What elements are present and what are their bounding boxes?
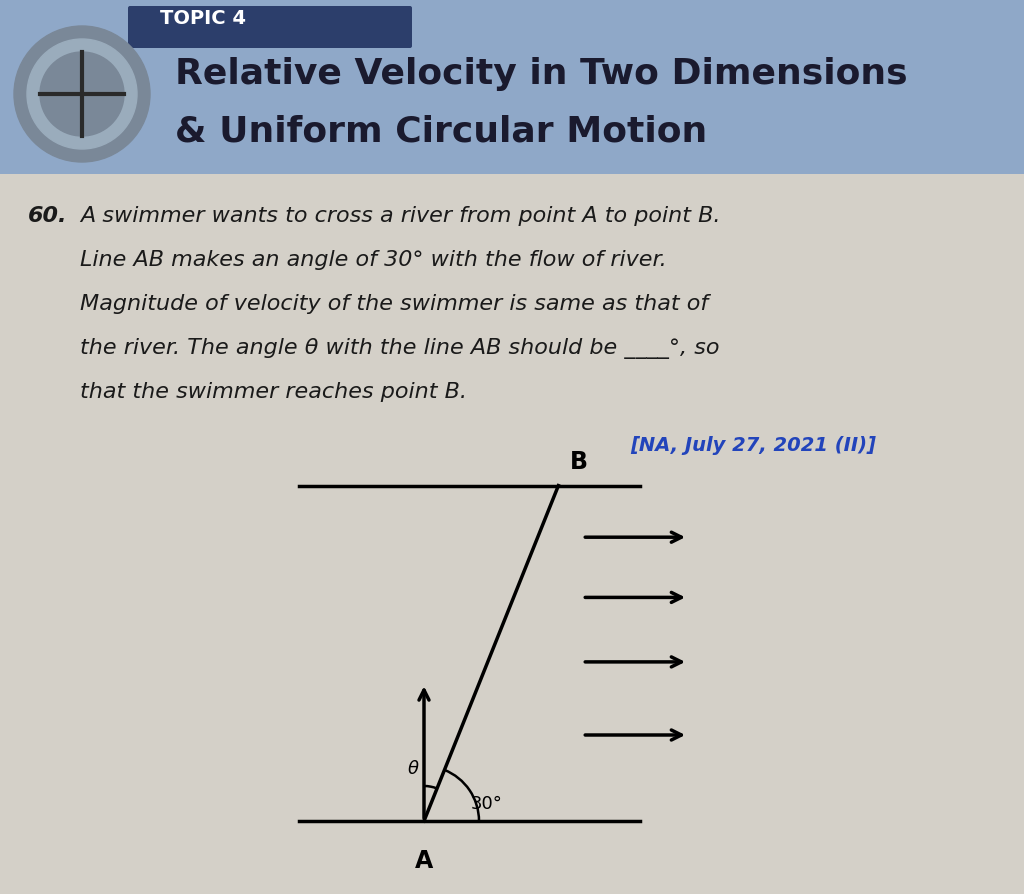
Text: [NA, July 27, 2021 (II)]: [NA, July 27, 2021 (II)]: [630, 436, 876, 455]
Circle shape: [14, 26, 150, 162]
Bar: [0, 0, 1024, 174]
Text: 30°: 30°: [471, 795, 503, 813]
FancyBboxPatch shape: [128, 6, 412, 48]
Text: that the swimmer reaches point B.: that the swimmer reaches point B.: [80, 382, 467, 402]
Text: A: A: [415, 849, 433, 873]
Text: Line AB makes an angle of 30° with the flow of river.: Line AB makes an angle of 30° with the f…: [80, 250, 667, 270]
Text: Relative Velocity in Two Dimensions: Relative Velocity in Two Dimensions: [175, 57, 907, 91]
FancyBboxPatch shape: [0, 4, 980, 174]
Bar: [0, 0, 1024, 54]
Circle shape: [40, 52, 124, 136]
Bar: [0, 172, 1024, 894]
Text: Magnitude of velocity of the swimmer is same as that of: Magnitude of velocity of the swimmer is …: [80, 294, 709, 314]
Circle shape: [27, 39, 137, 149]
Text: B: B: [569, 450, 588, 474]
Text: & Uniform Circular Motion: & Uniform Circular Motion: [175, 115, 708, 149]
Text: the river. The angle θ with the line AB should be ____°, so: the river. The angle θ with the line AB …: [80, 338, 720, 359]
Text: A swimmer wants to cross a river from point A to point B.: A swimmer wants to cross a river from po…: [80, 206, 721, 226]
Text: θ: θ: [408, 760, 419, 778]
Text: TOPIC 4: TOPIC 4: [160, 10, 246, 29]
Text: 60.: 60.: [28, 206, 68, 226]
